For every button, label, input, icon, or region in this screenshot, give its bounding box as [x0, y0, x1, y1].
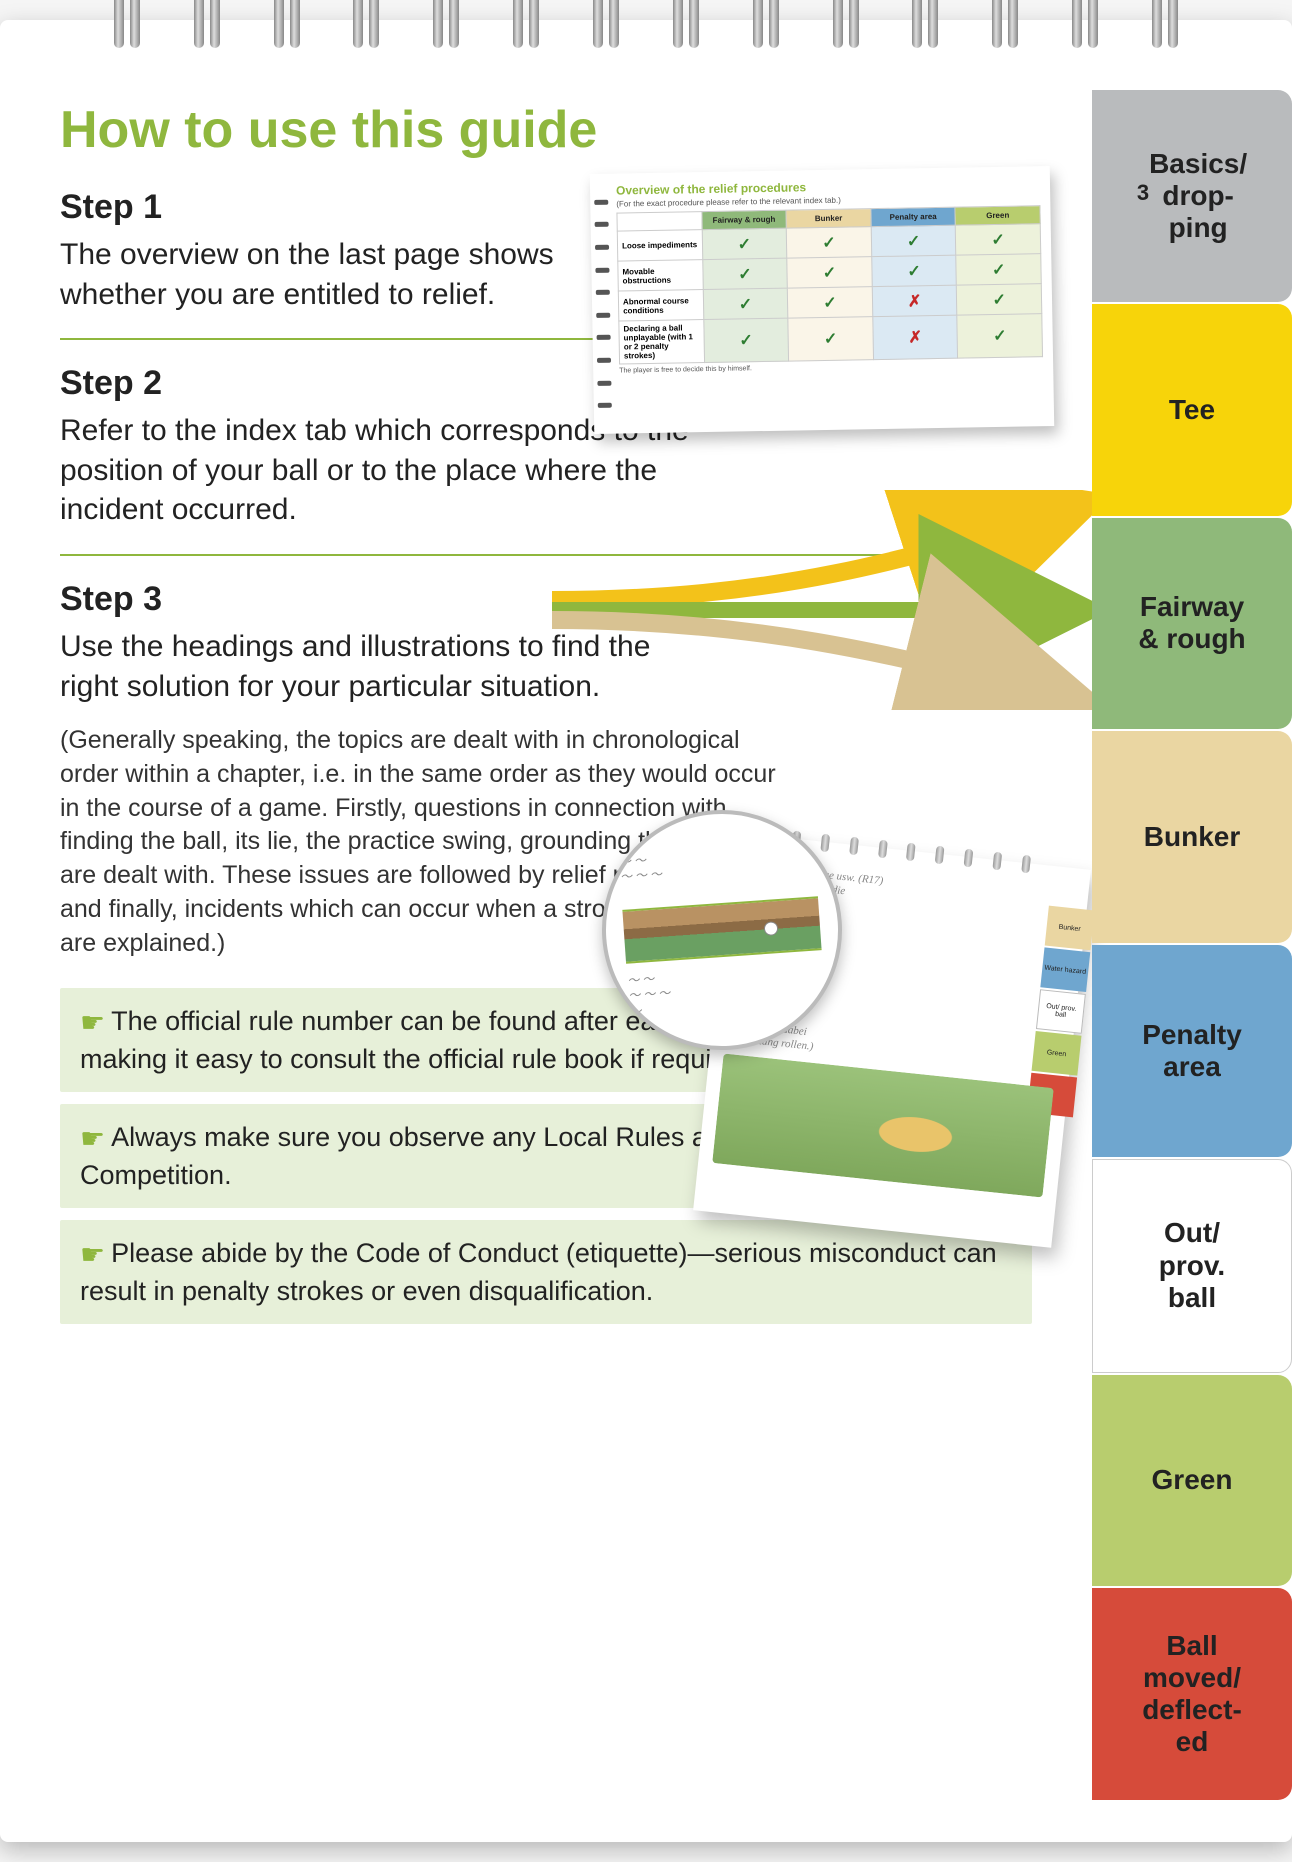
thumb1-table: Fairway & roughBunkerPenalty areaGreen L…: [616, 205, 1043, 364]
tip-item: ☛Always make sure you observe any Local …: [60, 1104, 1032, 1208]
step-heading: Step 3: [60, 580, 1032, 619]
tip-item: ☛Please abide by the Code of Conduct (et…: [60, 1220, 1032, 1324]
index-tabs: 3Basics/drop-pingTeeFairway& roughBunker…: [1092, 90, 1292, 1802]
index-tab[interactable]: Out/prov.ball: [1092, 1159, 1292, 1373]
step-note: (Generally speaking, the topics are deal…: [60, 724, 780, 960]
page-title: How to use this guide: [60, 100, 1032, 160]
divider: [60, 554, 1032, 556]
step-body: The overview on the last page shows whet…: [60, 235, 580, 314]
index-tab[interactable]: 3Basics/drop-ping: [1092, 90, 1292, 302]
booklet: How to use this guide Step 1 The overvie…: [0, 20, 1292, 1842]
pointer-icon: ☛: [80, 1236, 105, 1275]
step-3: Step 3 Use the headings and illustration…: [60, 580, 1032, 960]
tip-text: Please abide by the Code of Conduct (eti…: [80, 1238, 997, 1306]
index-tab[interactable]: Bunker: [1092, 731, 1292, 943]
tip-item: ☛The official rule number can be found a…: [60, 988, 1032, 1092]
tip-text: The official rule number can be found af…: [80, 1006, 1010, 1074]
index-tab[interactable]: Penaltyarea: [1092, 945, 1292, 1157]
index-tab[interactable]: Tee: [1092, 304, 1292, 516]
step-body: Use the headings and illustrations to fi…: [60, 627, 700, 706]
tips: ☛The official rule number can be found a…: [60, 988, 1032, 1324]
spiral-binding: [0, 0, 1292, 48]
pointer-icon: ☛: [80, 1120, 105, 1159]
tip-text: Always make sure you observe any Local R…: [80, 1122, 893, 1190]
index-tab[interactable]: Green: [1092, 1375, 1292, 1587]
page-content: How to use this guide Step 1 The overvie…: [30, 60, 1072, 1812]
index-tab[interactable]: Fairway& rough: [1092, 518, 1292, 730]
pointer-icon: ☛: [80, 1004, 105, 1043]
index-tab[interactable]: Ballmoved/deflect-ed: [1092, 1588, 1292, 1800]
overview-thumbnail: Overview of the relief procedures (For t…: [590, 166, 1054, 434]
